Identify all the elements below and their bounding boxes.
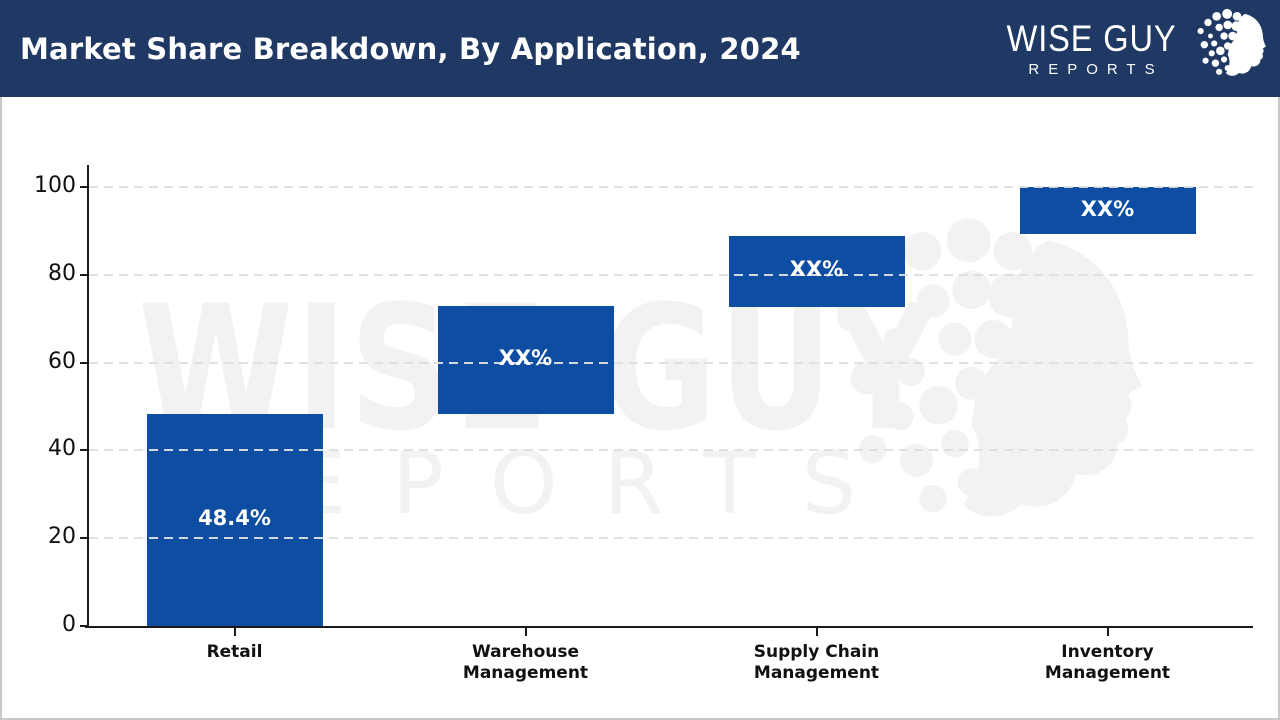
frame-border-bottom (0, 718, 1280, 720)
x-category-label-0: Retail (206, 642, 263, 662)
y-tick-20 (80, 537, 88, 540)
x-axis-line (85, 626, 1253, 628)
bar-supply-chain-management (728, 235, 905, 307)
bar-warehouse-management (437, 305, 614, 414)
y-tick-0 (80, 625, 88, 627)
y-tick-80 (80, 273, 88, 276)
page-title: Market Share Breakdown, By Application, … (20, 31, 801, 66)
y-tick-label-60: 60 (48, 348, 76, 374)
y-tick-60 (80, 361, 88, 364)
x-tick-1 (524, 628, 527, 636)
x-tick-0 (233, 628, 236, 636)
bar-value-label-2: XX% (789, 257, 844, 282)
y-tick-label-100: 100 (34, 173, 76, 198)
gridline-20 (89, 537, 1253, 540)
gridline-100 (89, 186, 1253, 188)
y-axis-line (87, 165, 89, 626)
y-tick-40 (80, 449, 88, 452)
x-category-label-1: Warehouse Management (462, 642, 589, 684)
logo-subtitle: REPORTS (1028, 61, 1164, 78)
logo-text: WISE GUY REPORTS (995, 20, 1188, 77)
y-tick-100 (80, 186, 88, 188)
bar-retail (146, 413, 323, 626)
watermark-head-icon (836, 218, 1142, 517)
gridline-60 (89, 361, 1253, 364)
x-tick-2 (815, 628, 818, 636)
frame-border-left (0, 97, 2, 720)
y-tick-label-0: 0 (62, 612, 76, 637)
y-tick-label-20: 20 (48, 524, 76, 550)
bar-value-label-0: 48.4% (198, 505, 271, 530)
chart-area: WISE GUY REPORTS 0 20 40 60 80 100 48.4% Retail… (0, 97, 1280, 720)
gridline-40 (89, 449, 1253, 452)
x-category-label-3: Inventory Management (1044, 642, 1171, 684)
y-tick-label-80: 80 (48, 260, 76, 286)
x-category-label-2: Supply Chain Management (753, 642, 880, 684)
gridline-80 (89, 273, 1253, 276)
bar-inventory-management (1019, 187, 1196, 235)
y-tick-label-40: 40 (48, 436, 76, 462)
frame-border-right (1278, 97, 1280, 720)
bar-value-label-3: XX% (1080, 196, 1135, 221)
logo-wordmark: WISE GUY (1006, 18, 1177, 59)
header-bar: Market Share Breakdown, By Application, … (0, 0, 1280, 97)
logo-head-icon (1197, 8, 1266, 76)
x-tick-3 (1106, 628, 1109, 636)
wise-guy-reports-logo: WISE GUY REPORTS (995, 8, 1280, 90)
bar-value-label-1: XX% (498, 345, 553, 370)
